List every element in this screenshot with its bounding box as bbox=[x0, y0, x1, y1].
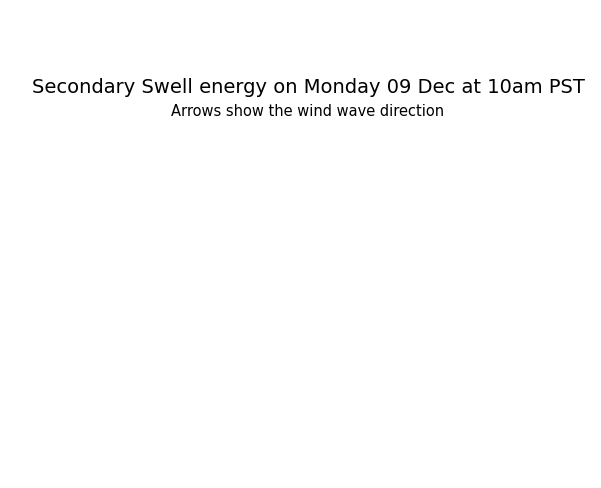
Text: Secondary Swell energy on Monday 09 Dec at 10am PST: Secondary Swell energy on Monday 09 Dec … bbox=[32, 78, 584, 96]
Text: Arrows show the wind wave direction: Arrows show the wind wave direction bbox=[171, 103, 445, 119]
